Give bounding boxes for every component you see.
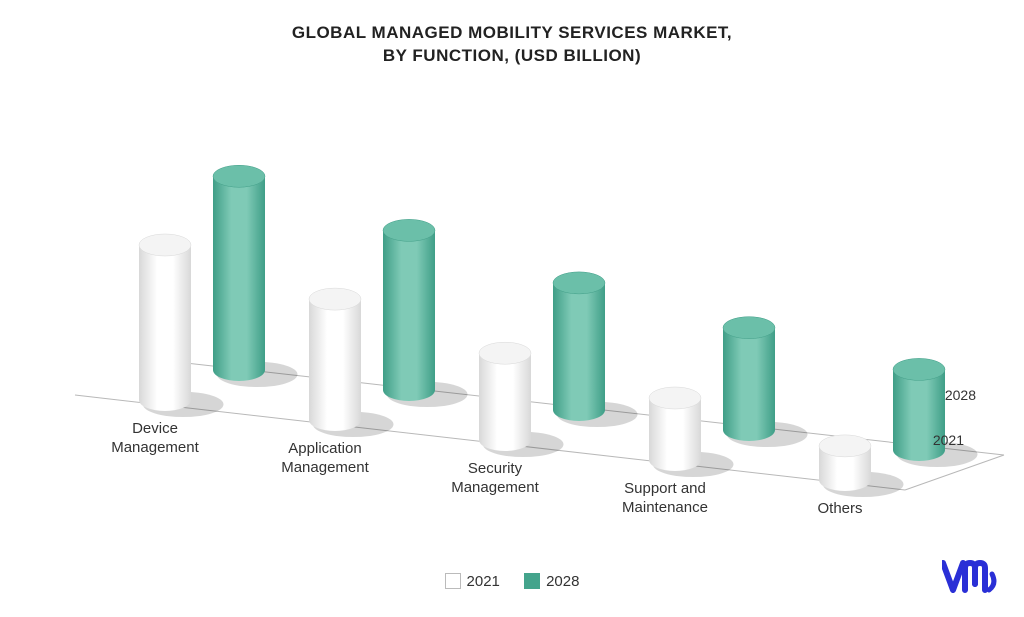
category-label: Device Management (95, 420, 215, 458)
legend-swatch-2028 (524, 573, 540, 589)
legend-item-2028: 2028 (524, 573, 579, 590)
legend-item-2021: 2021 (445, 573, 500, 590)
depth-label-front: 2021 (933, 432, 964, 448)
category-label: Support and Maintenance (600, 480, 730, 518)
brand-logo (942, 560, 1000, 599)
legend-label: 2028 (546, 573, 579, 590)
depth-label-back: 2028 (945, 387, 976, 403)
category-label: Application Management (260, 440, 390, 478)
category-label: Others (790, 500, 890, 519)
legend-swatch-2021 (445, 573, 461, 589)
legend-label: 2021 (467, 573, 500, 590)
legend: 2021 2028 (0, 573, 1024, 594)
category-label: Security Management (430, 460, 560, 498)
bar-chart (0, 0, 1024, 617)
